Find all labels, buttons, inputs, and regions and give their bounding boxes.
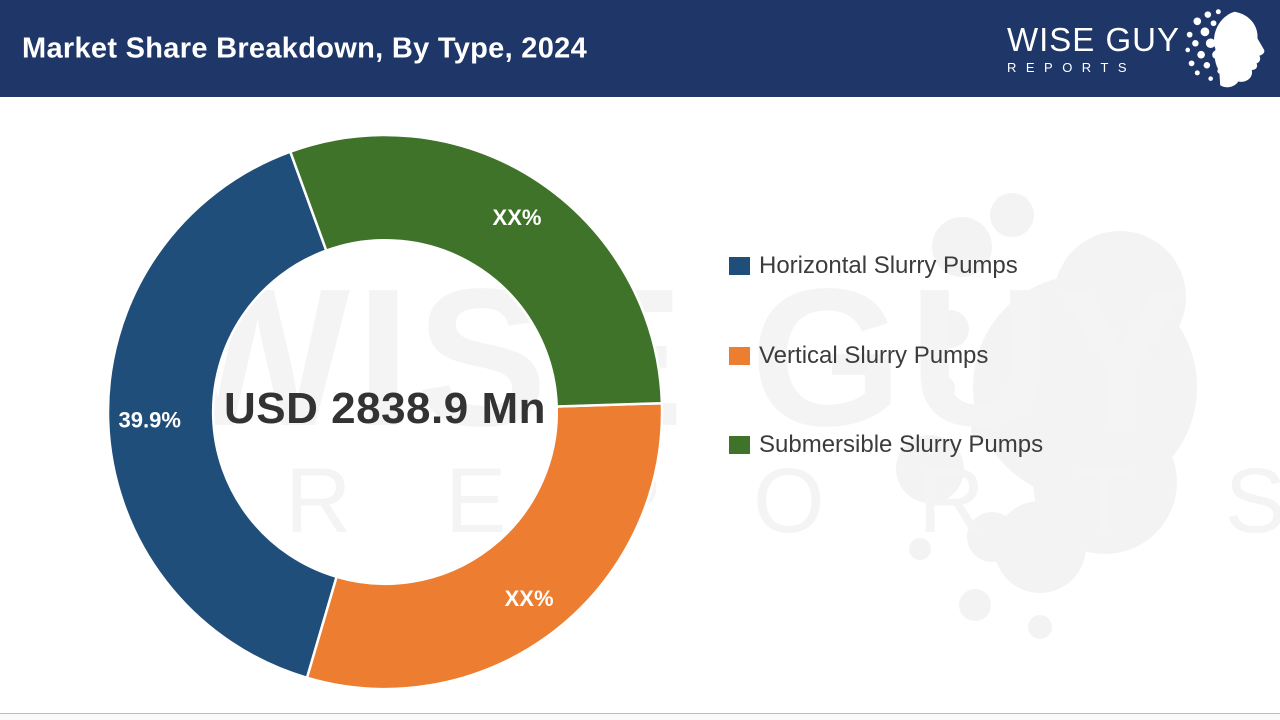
legend-label-1: Vertical Slurry Pumps	[759, 342, 989, 369]
legend-label-0: Horizontal Slurry Pumps	[759, 252, 1018, 279]
logo-text: WISE GUY REPORTS	[1006, 21, 1180, 76]
legend-item-horizontal-slurry-pumps: Horizontal Slurry Pumps	[729, 249, 1018, 283]
watermark-face-dots	[896, 193, 1197, 639]
watermark-text-line2: R E P O R T S	[285, 450, 1280, 552]
legend-swatch-1	[729, 347, 750, 365]
watermark-text-line1: WISE GUY	[165, 248, 1194, 467]
wise-guy-reports-logo: WISE GUY REPORTS	[1007, 6, 1268, 92]
logo-wordmark: WISE GUY	[1006, 21, 1180, 58]
logo-subtitle: REPORTS	[1006, 60, 1137, 75]
header-bar: Market Share Breakdown, By Type, 2024 WI…	[0, 0, 1280, 97]
chart-center-value: USD 2838.9 Mn	[224, 384, 546, 433]
slice-label-2: XX%	[493, 205, 542, 230]
pie-slice-2	[289, 133, 664, 408]
logo-face-icon	[1185, 9, 1265, 88]
page-title: Market Share Breakdown, By Type, 2024	[22, 32, 588, 64]
bottom-border	[0, 713, 1280, 720]
legend-item-submersible-slurry-pumps: Submersible Slurry Pumps	[729, 428, 1043, 462]
legend-swatch-0	[729, 257, 750, 275]
legend-label-2: Submersible Slurry Pumps	[759, 431, 1044, 458]
slice-label-1: XX%	[505, 586, 554, 611]
legend-swatch-2	[729, 436, 750, 454]
slice-label-0: 39.9%	[119, 408, 181, 433]
pie-slice-1	[305, 401, 664, 691]
watermark: WISE GUY R E P O R T S	[0, 97, 1280, 713]
pie-slice-0	[106, 150, 338, 680]
legend-item-vertical-slurry-pumps: Vertical Slurry Pumps	[729, 339, 988, 373]
